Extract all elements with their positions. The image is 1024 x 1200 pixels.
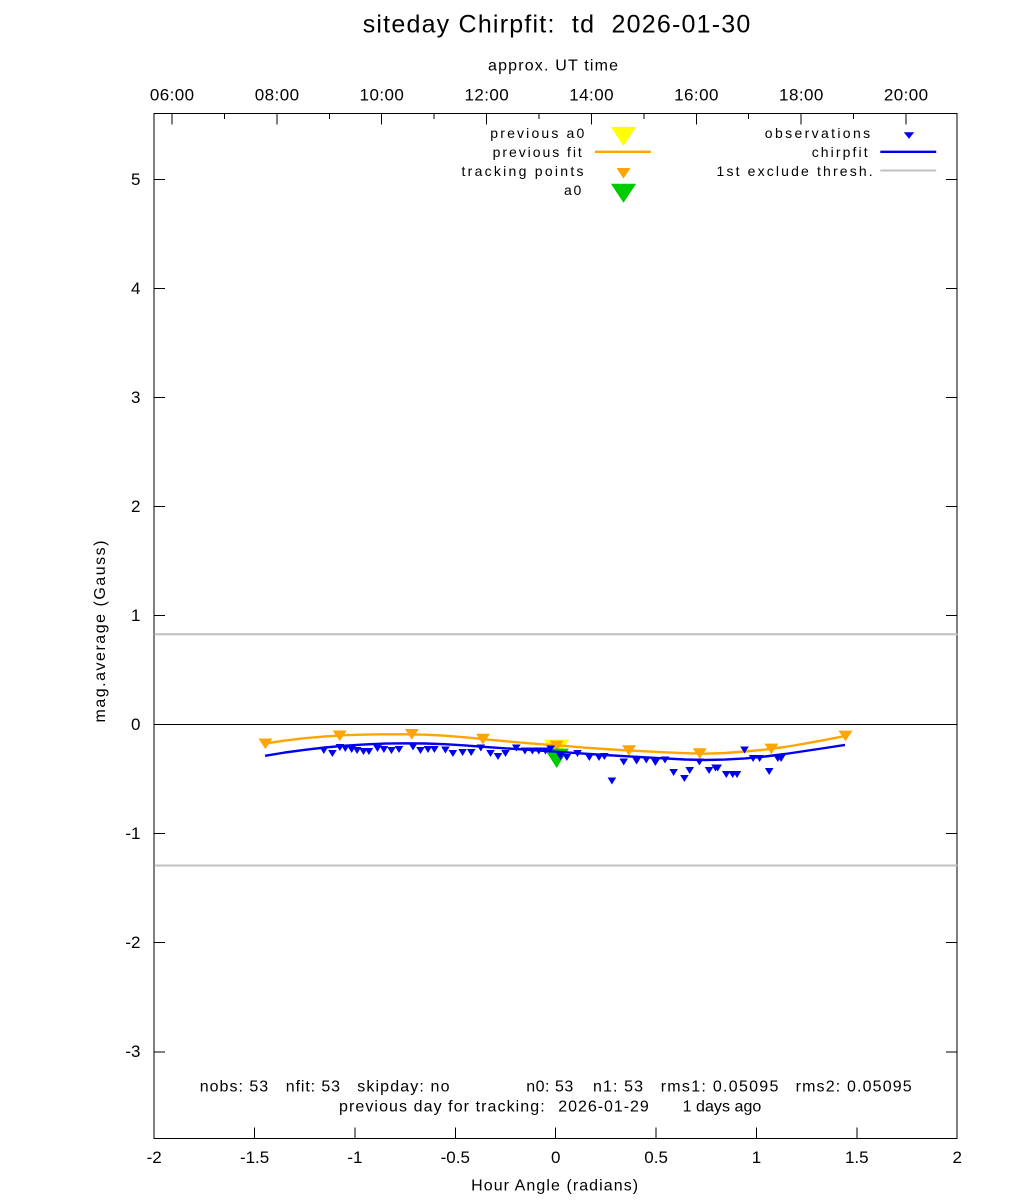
svg-text:-1: -1 xyxy=(347,1148,362,1167)
svg-text:2: 2 xyxy=(952,1148,961,1167)
svg-text:0: 0 xyxy=(551,1148,560,1167)
svg-text:18:00: 18:00 xyxy=(779,86,823,105)
svg-text:5: 5 xyxy=(131,170,140,189)
svg-text:tracking points: tracking points xyxy=(462,163,584,179)
svg-text:06:00: 06:00 xyxy=(150,86,194,105)
svg-text:20:00: 20:00 xyxy=(884,86,928,105)
svg-text:mag.average (Gauss): mag.average (Gauss) xyxy=(92,541,109,723)
svg-text:12:00: 12:00 xyxy=(464,86,508,105)
svg-text:skipday: no: skipday: no xyxy=(357,1078,449,1095)
svg-text:nobs: 53: nobs: 53 xyxy=(200,1078,269,1095)
svg-text:-0.5: -0.5 xyxy=(441,1148,470,1167)
svg-text:-1.5: -1.5 xyxy=(240,1148,269,1167)
svg-text:0: 0 xyxy=(131,715,140,734)
svg-text:previous fit: previous fit xyxy=(493,144,582,160)
svg-text:2026-01-29: 2026-01-29 xyxy=(558,1099,649,1116)
svg-text:previous day for tracking:: previous day for tracking: xyxy=(339,1099,545,1116)
svg-text:-3: -3 xyxy=(125,1042,140,1061)
svg-text:rms2: 0.05095: rms2: 0.05095 xyxy=(796,1078,912,1095)
svg-text:approx. UT time: approx. UT time xyxy=(488,58,618,75)
svg-text:16:00: 16:00 xyxy=(674,86,718,105)
svg-text:2: 2 xyxy=(131,497,140,516)
svg-text:a0: a0 xyxy=(564,182,582,198)
svg-text:n1: 53: n1: 53 xyxy=(593,1078,643,1095)
svg-text:nfit: 53: nfit: 53 xyxy=(286,1078,340,1095)
svg-text:1: 1 xyxy=(752,1148,761,1167)
svg-text:1.5: 1.5 xyxy=(845,1148,869,1167)
svg-text:n0: 53: n0: 53 xyxy=(526,1078,573,1095)
svg-text:siteday Chirpfit: td 2026-01: siteday Chirpfit: td 2026-01-30 xyxy=(363,11,751,39)
svg-text:chirpfit: chirpfit xyxy=(812,144,868,160)
svg-text:08:00: 08:00 xyxy=(255,86,299,105)
svg-text:1 days ago: 1 days ago xyxy=(683,1099,762,1116)
svg-text:-2: -2 xyxy=(125,933,140,952)
svg-text:Hour Angle (radians): Hour Angle (radians) xyxy=(471,1178,638,1195)
svg-text:10:00: 10:00 xyxy=(360,86,404,105)
svg-text:rms1: 0.05095: rms1: 0.05095 xyxy=(661,1078,779,1095)
svg-text:0.5: 0.5 xyxy=(644,1148,668,1167)
svg-text:3: 3 xyxy=(131,388,140,407)
svg-text:14:00: 14:00 xyxy=(569,86,613,105)
svg-text:-2: -2 xyxy=(147,1148,162,1167)
svg-text:-1: -1 xyxy=(125,824,140,843)
svg-text:1: 1 xyxy=(131,606,140,625)
svg-text:previous a0: previous a0 xyxy=(490,125,584,141)
svg-text:4: 4 xyxy=(131,279,140,298)
svg-text:observations: observations xyxy=(765,125,870,141)
